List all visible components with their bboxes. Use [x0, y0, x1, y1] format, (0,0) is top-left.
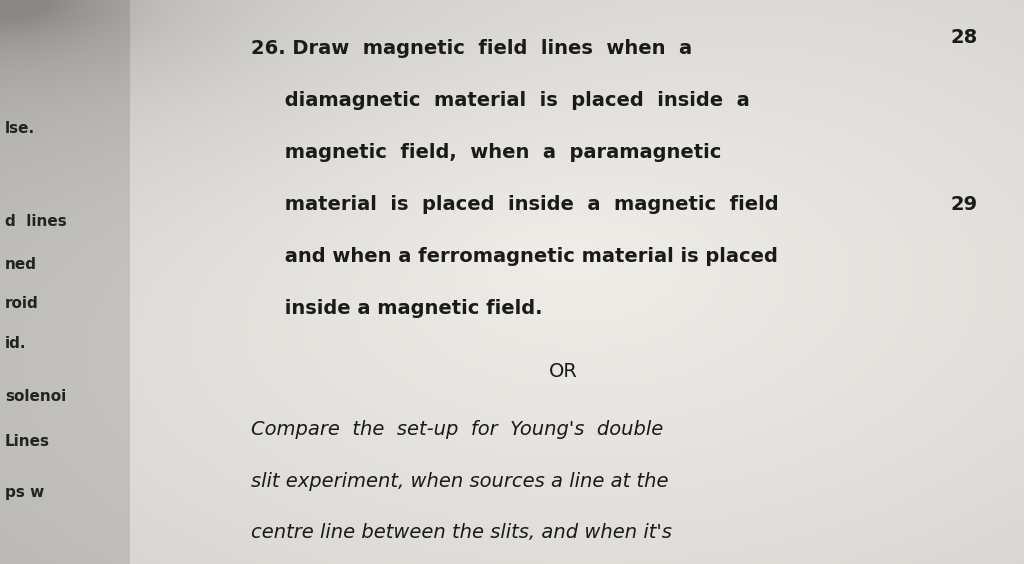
- Text: ps w: ps w: [5, 485, 44, 500]
- Text: centre line between the slits, and when it's: centre line between the slits, and when …: [251, 523, 672, 543]
- Text: and when a ferromagnetic material is placed: and when a ferromagnetic material is pla…: [251, 247, 778, 266]
- Text: slit experiment, when sources a line at the: slit experiment, when sources a line at …: [251, 472, 669, 491]
- Text: d  lines: d lines: [5, 214, 67, 230]
- Text: diamagnetic  material  is  placed  inside  a: diamagnetic material is placed inside a: [251, 91, 750, 111]
- Text: inside a magnetic field.: inside a magnetic field.: [251, 299, 543, 318]
- Text: 26. Draw  magnetic  field  lines  when  a: 26. Draw magnetic field lines when a: [251, 39, 692, 59]
- Text: lse.: lse.: [5, 121, 35, 136]
- Text: 28: 28: [950, 28, 978, 47]
- Text: id.: id.: [5, 336, 27, 351]
- Text: Compare  the  set-up  for  Young's  double: Compare the set-up for Young's double: [251, 420, 664, 439]
- Text: magnetic  field,  when  a  paramagnetic: magnetic field, when a paramagnetic: [251, 143, 721, 162]
- Text: Lines: Lines: [5, 434, 50, 450]
- Text: 29: 29: [951, 195, 978, 214]
- Text: OR: OR: [549, 362, 578, 381]
- Text: solenoi: solenoi: [5, 389, 67, 404]
- Text: material  is  placed  inside  a  magnetic  field: material is placed inside a magnetic fie…: [251, 195, 778, 214]
- Text: ned: ned: [5, 257, 37, 272]
- Text: roid: roid: [5, 296, 39, 311]
